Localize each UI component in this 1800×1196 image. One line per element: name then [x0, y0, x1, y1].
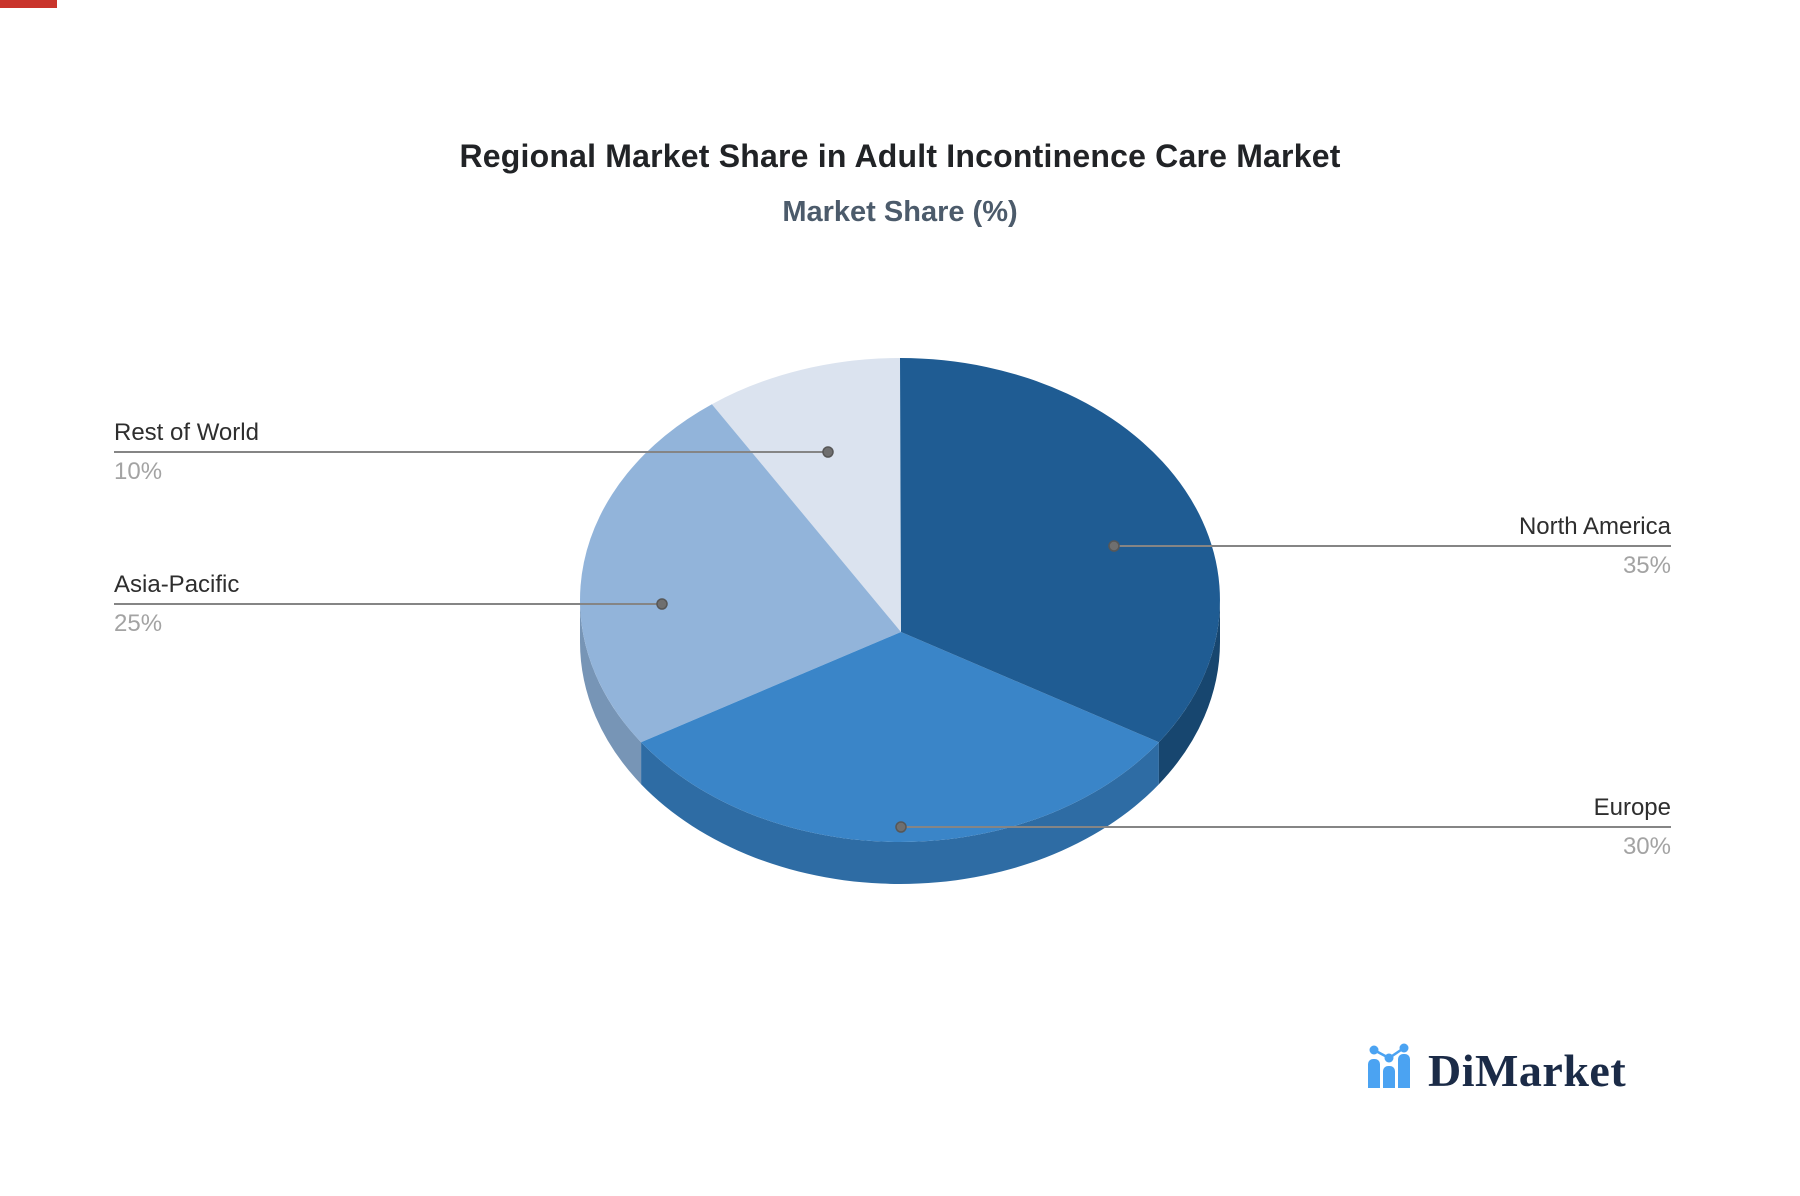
bar-chart-logo-icon: [1368, 1043, 1410, 1088]
percent-north-america: 35%: [1622, 552, 1671, 579]
label-europe: Europe: [1593, 794, 1671, 821]
chart-subtitle: Market Share (%): [782, 196, 1018, 228]
label-asia-pacific: Asia-Pacific: [114, 571, 240, 598]
pie-slice-europe-side: [641, 742, 1159, 884]
pie-slice-north-america[interactable]: [900, 358, 1220, 743]
label-north-america: North America: [1518, 513, 1671, 540]
chart-title: Regional Market Share in Adult Incontine…: [459, 138, 1341, 174]
pie-slice-asia-pacific-side: [580, 600, 642, 785]
pie-slice-north-america-side: [1158, 600, 1220, 785]
pie-slice-rest-of-world[interactable]: [711, 358, 901, 632]
percent-europe: 30%: [1622, 833, 1671, 860]
logo-trend-line: [1373, 1046, 1405, 1060]
top-left-red-strip: [0, 0, 57, 8]
leader-dot-europe: [895, 821, 907, 833]
dimarket-logo[interactable]: DiMarket: [1364, 1042, 1626, 1094]
percent-rest-of-world: 10%: [114, 458, 163, 485]
pie-slice-europe[interactable]: [641, 632, 1159, 842]
percent-asia-pacific: 25%: [114, 610, 163, 637]
logo-text: DiMarket: [1428, 1045, 1627, 1096]
label-rest-of-world: Rest of World: [114, 419, 259, 446]
leader-dot-asia-pacific: [656, 598, 668, 610]
pie-slice-asia-pacific[interactable]: [580, 404, 901, 743]
leader-dot-rest-of-world: [822, 446, 834, 458]
leader-dot-north-america: [1108, 540, 1120, 552]
